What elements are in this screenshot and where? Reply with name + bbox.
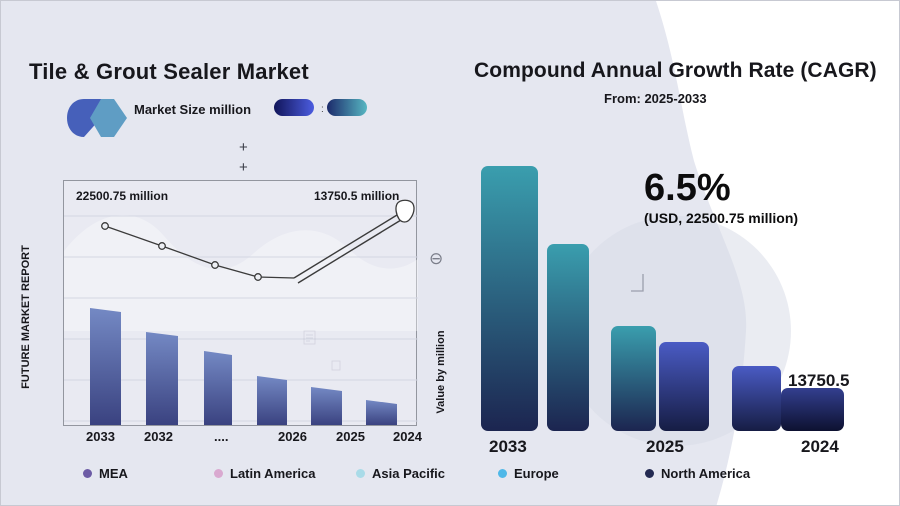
svg-text::: : bbox=[321, 104, 324, 115]
